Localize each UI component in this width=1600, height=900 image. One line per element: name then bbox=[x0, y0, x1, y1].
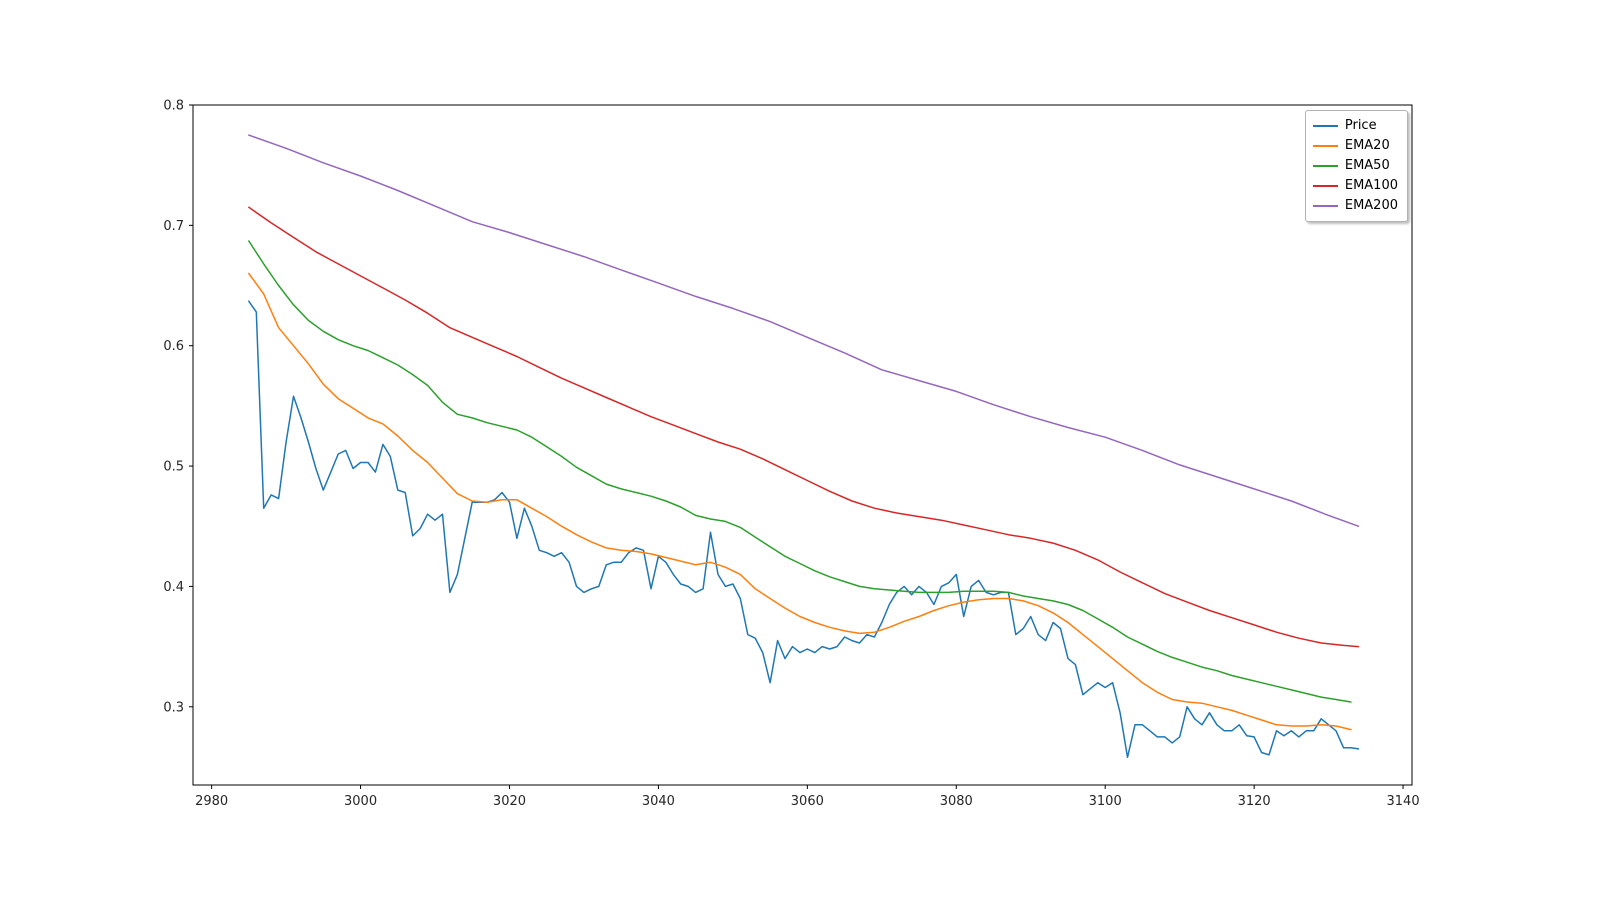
ema200-line bbox=[248, 134, 1360, 527]
y-tick-label: 0.3 bbox=[163, 700, 184, 715]
ema20-line bbox=[248, 272, 1352, 731]
legend-label: EMA50 bbox=[1344, 158, 1390, 173]
x-tick-label: 3080 bbox=[940, 794, 973, 809]
x-tick-label: 2980 bbox=[195, 794, 228, 809]
x-tick-label: 3060 bbox=[791, 794, 824, 809]
y-tick-label: 0.7 bbox=[163, 219, 184, 234]
legend-item-ema200: EMA200 bbox=[1312, 196, 1398, 216]
x-tick-label: 3100 bbox=[1089, 794, 1122, 809]
plot-border bbox=[192, 104, 1413, 786]
x-tick-label: 3140 bbox=[1387, 794, 1420, 809]
x-tick-label: 3020 bbox=[493, 794, 526, 809]
price-line bbox=[248, 300, 1360, 759]
legend-label: EMA200 bbox=[1344, 198, 1398, 213]
legend-label: EMA100 bbox=[1344, 178, 1398, 193]
legend-line-sample bbox=[1312, 185, 1338, 187]
y-tick-label: 0.5 bbox=[163, 460, 184, 475]
legend-item-ema50: EMA50 bbox=[1312, 156, 1398, 176]
legend-item-ema100: EMA100 bbox=[1312, 176, 1398, 196]
legend-item-ema20: EMA20 bbox=[1312, 136, 1398, 156]
legend-item-price: Price bbox=[1312, 116, 1398, 136]
legend-line-sample bbox=[1312, 205, 1338, 207]
legend-line-sample bbox=[1312, 165, 1338, 167]
y-tick-label: 0.4 bbox=[163, 580, 184, 595]
ema100-line bbox=[248, 206, 1360, 648]
x-tick-label: 3040 bbox=[642, 794, 675, 809]
legend: Price EMA20 EMA50 EMA100 EMA200 bbox=[1304, 110, 1408, 222]
legend-line-sample bbox=[1312, 145, 1338, 147]
y-tick-label: 0.6 bbox=[163, 339, 184, 354]
x-tick-label: 3120 bbox=[1238, 794, 1271, 809]
ema50-line bbox=[248, 240, 1352, 703]
y-tick-label: 0.8 bbox=[163, 99, 184, 114]
legend-label: Price bbox=[1344, 118, 1377, 133]
x-tick-label: 3000 bbox=[344, 794, 377, 809]
legend-label: EMA20 bbox=[1344, 138, 1390, 153]
legend-line-sample bbox=[1312, 125, 1338, 127]
